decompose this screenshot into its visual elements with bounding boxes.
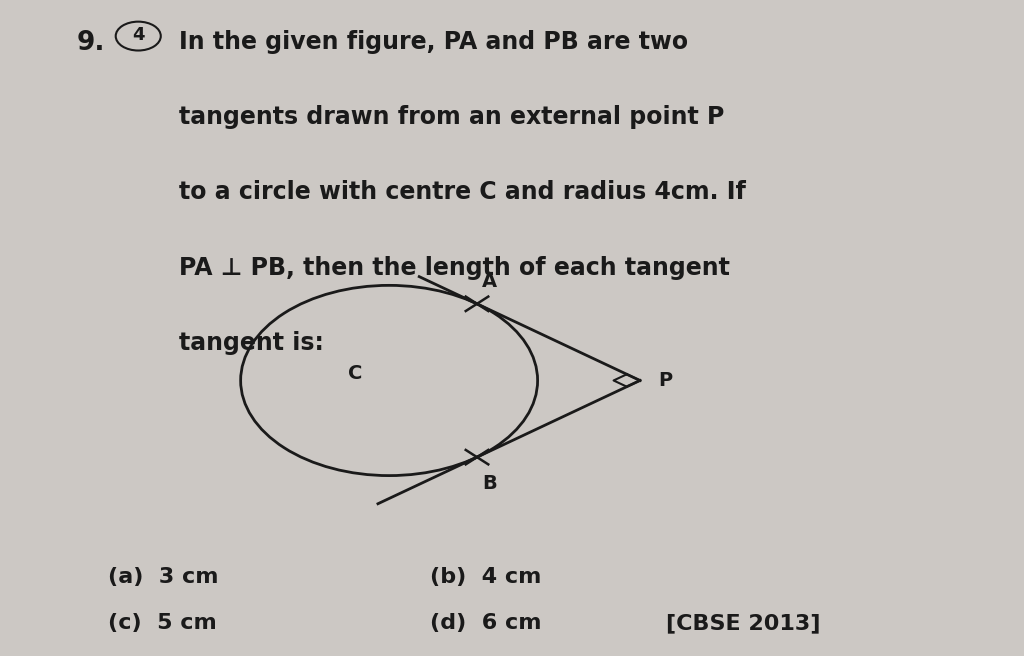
Text: B: B [482, 474, 497, 493]
Text: (d)  6 cm: (d) 6 cm [430, 613, 542, 633]
Text: 4: 4 [132, 26, 144, 44]
Text: [CBSE 2013]: [CBSE 2013] [666, 613, 820, 633]
Text: P: P [658, 371, 673, 390]
Text: tangent is:: tangent is: [179, 331, 324, 356]
Text: PA ⊥ PB, then the length of each tangent: PA ⊥ PB, then the length of each tangent [179, 256, 730, 280]
Text: C: C [348, 365, 362, 383]
Text: In the given figure, PA and PB are two: In the given figure, PA and PB are two [179, 30, 688, 54]
Text: A: A [482, 272, 498, 291]
Text: 9.: 9. [77, 30, 105, 56]
Text: (c)  5 cm: (c) 5 cm [108, 613, 216, 633]
Text: to a circle with centre C and radius 4cm. If: to a circle with centre C and radius 4cm… [179, 180, 746, 205]
Text: (a)  3 cm: (a) 3 cm [108, 567, 218, 587]
Text: (b)  4 cm: (b) 4 cm [430, 567, 542, 587]
Text: tangents drawn from an external point P: tangents drawn from an external point P [179, 105, 725, 129]
